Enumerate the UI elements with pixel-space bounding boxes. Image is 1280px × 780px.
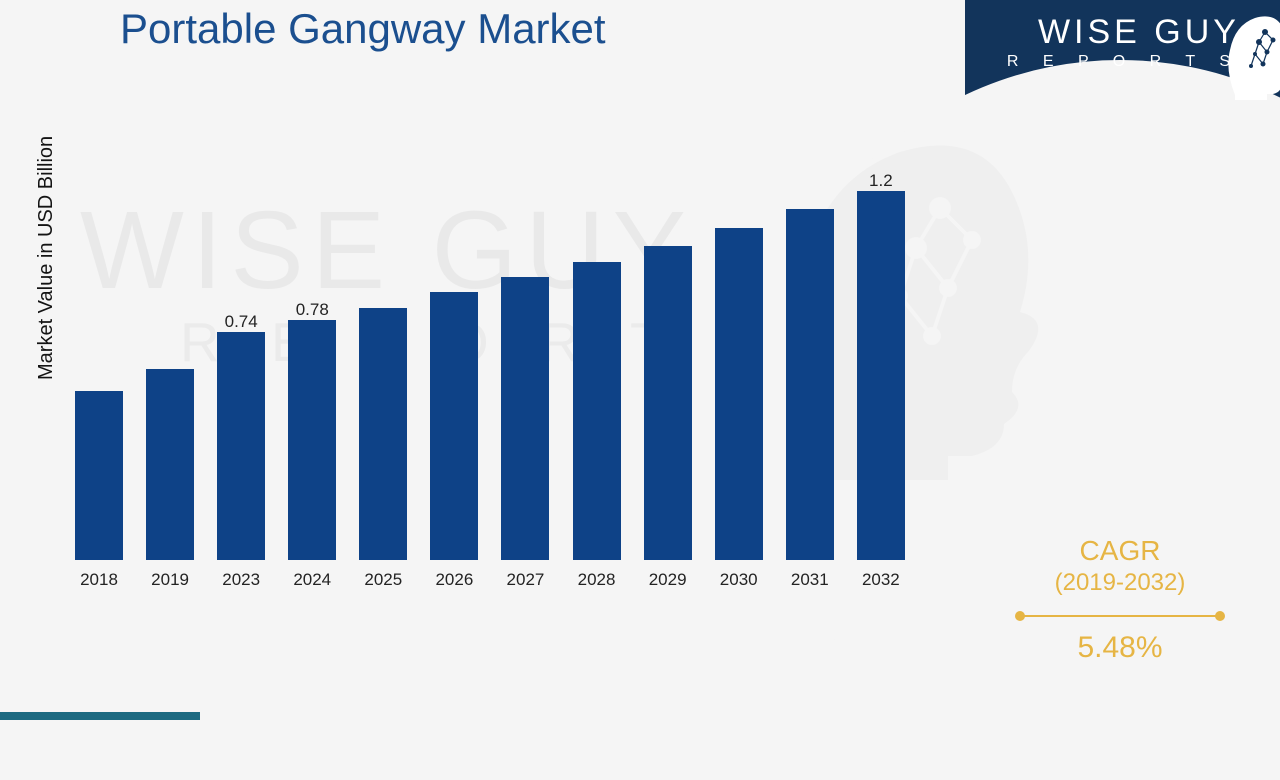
bar-value-label: 0.78 (282, 300, 342, 320)
cagr-label: CAGR (1005, 535, 1235, 567)
bar-group (786, 209, 834, 560)
x-axis-labels: 2018 2019 2023 2024 2025 2026 2027 2028 2029 2030… (75, 570, 905, 590)
bar-group (75, 391, 123, 560)
bar (430, 292, 478, 560)
x-axis-tick-label: 2024 (288, 570, 336, 590)
bar (75, 391, 123, 560)
bar-value-label: 0.74 (211, 312, 271, 332)
x-axis-tick-label: 2023 (217, 570, 265, 590)
cagr-divider (1020, 615, 1220, 617)
x-axis-tick-label: 2032 (857, 570, 905, 590)
bar (288, 320, 336, 560)
cagr-block: CAGR (2019-2032) 5.48% (1005, 535, 1235, 665)
bar (217, 332, 265, 560)
bar (501, 277, 549, 560)
bar-group (146, 369, 194, 560)
x-axis-tick-label: 2031 (786, 570, 834, 590)
x-axis-tick-label: 2029 (644, 570, 692, 590)
bar (715, 228, 763, 560)
x-axis-tick-label: 2030 (715, 570, 763, 590)
x-axis-tick-label: 2027 (501, 570, 549, 590)
bar-group (644, 246, 692, 560)
head-profile-icon (1215, 10, 1280, 100)
bar-group: 1.2 (857, 191, 905, 560)
bar-group: 0.74 (217, 332, 265, 560)
chart-title: Portable Gangway Market (120, 5, 606, 53)
y-axis-label: Market Value in USD Billion (35, 136, 58, 380)
bottom-accent-bar (0, 712, 200, 720)
x-axis-tick-label: 2028 (573, 570, 621, 590)
bar-value-label: 1.2 (851, 171, 911, 191)
x-axis-tick-label: 2019 (146, 570, 194, 590)
logo-main-text: WISE GUY (1007, 15, 1240, 49)
cagr-value: 5.48% (1005, 631, 1235, 665)
bar-group (715, 228, 763, 560)
logo-sub-text: R E P O R T S (1007, 53, 1240, 71)
bar-group: 0.78 (288, 320, 336, 560)
x-axis-tick-label: 2026 (430, 570, 478, 590)
brand-logo: WISE GUY R E P O R T S (1007, 15, 1240, 71)
bar (359, 308, 407, 560)
bar-group (573, 262, 621, 560)
bar-group (430, 292, 478, 560)
bar-chart: 0.740.781.2 2018201920232024202520262027… (75, 160, 905, 580)
bar (573, 262, 621, 560)
cagr-years: (2019-2032) (1005, 569, 1235, 597)
bar-group (501, 277, 549, 560)
x-axis-tick-label: 2018 (75, 570, 123, 590)
x-axis-tick-label: 2025 (359, 570, 407, 590)
bar (146, 369, 194, 560)
bar (857, 191, 905, 560)
bar (786, 209, 834, 560)
bars-container: 0.74 0.78 1.2 (75, 160, 905, 560)
bar-group (359, 308, 407, 560)
bar (644, 246, 692, 560)
